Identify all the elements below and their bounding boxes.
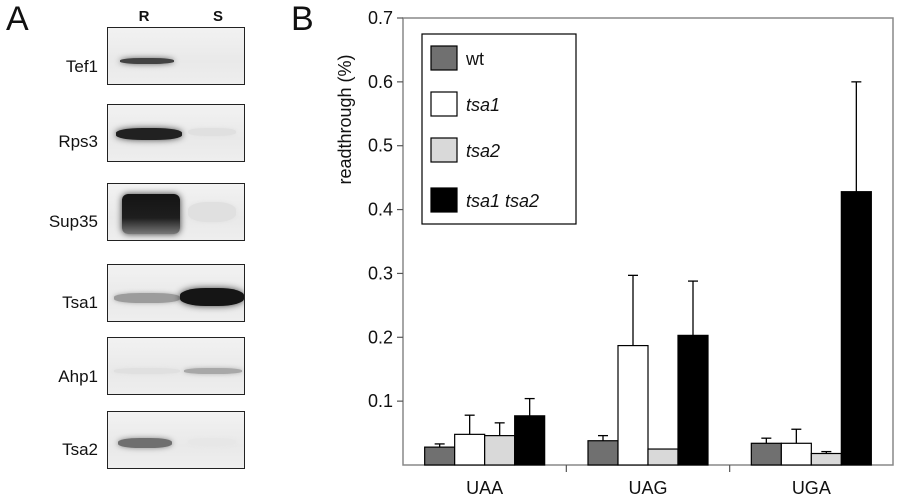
blot-image [107,411,245,469]
blot-band-r [114,368,180,374]
lane-header-s: S [212,8,223,25]
bar-tsa2-uag [647,448,679,466]
blot-band-s [188,202,236,222]
x-tick-label: UGA [792,478,831,498]
blot-image [107,27,245,85]
blot-band-s [180,288,244,306]
blot-band-s [188,128,236,136]
blot-band-r [114,293,180,303]
legend-label: wt [465,49,484,69]
bar-wt-uag [587,440,619,466]
bar-tsa2-uga [810,452,842,466]
blot-label: Sup35 [48,212,98,231]
y-tick-label: 0.3 [368,263,393,283]
blot-label: Ahp1 [58,367,98,386]
x-tick-label: UAA [466,478,503,498]
legend-swatch [430,137,458,163]
blot-band-r [118,438,172,448]
blot-row-sup35: Sup35 [0,183,260,245]
blot-band-r [116,128,182,140]
y-tick-label: 0.4 [368,200,393,220]
blot-image [107,337,245,395]
bar-wt-uaa [424,446,456,466]
y-tick-label: 0.5 [368,136,393,156]
blot-row-rps3: Rps3 [0,104,260,166]
blot-row-ahp1: Ahp1 [0,337,260,399]
y-tick-label: 0.1 [368,391,393,411]
bar-tsa1-uga [780,442,812,466]
blot-row-tef1: Tef1 [0,27,260,89]
blot-image [107,183,245,241]
panel-b-letter: B [291,0,314,38]
blot-label: Tef1 [65,57,98,76]
bar-tsa1-uag [617,344,649,466]
legend-label: tsa1 [466,95,500,115]
blot-band-s [184,368,242,374]
legend-swatch [430,91,458,117]
blot-label: Rps3 [58,132,98,151]
blot-band-r [122,194,180,234]
legend-label: tsa1 tsa2 [466,191,539,211]
x-tick-label: UAG [628,478,667,498]
bar-tsa1-tsa2-uaa [514,415,546,466]
blot-image [107,264,245,322]
legend-label: tsa2 [466,141,500,161]
y-axis-label: readthrough (%) [335,54,355,184]
blot-row-tsa1: Tsa1 [0,264,260,326]
y-tick-label: 0.2 [368,327,393,347]
blot-band-s [188,438,236,446]
blot-band-r [120,58,174,64]
blot-image [107,104,245,162]
bar-tsa1-tsa2-uag [677,334,709,466]
y-tick-label: 0.6 [368,72,393,92]
blot-label: Tsa1 [62,293,98,312]
y-tick-label: 0.7 [368,8,393,28]
legend-swatch [430,187,458,213]
bar-tsa2-uaa [484,435,516,466]
legend-swatch [430,45,458,71]
bar-tsa1-uaa [454,433,486,466]
bar-wt-uga [750,442,782,466]
lane-header-r: R [138,8,150,25]
blot-label: Tsa2 [62,440,98,459]
bar-tsa1-tsa2-uga [840,191,872,466]
blot-row-tsa2: Tsa2 [0,411,260,473]
panel-a-letter: A [6,0,29,38]
